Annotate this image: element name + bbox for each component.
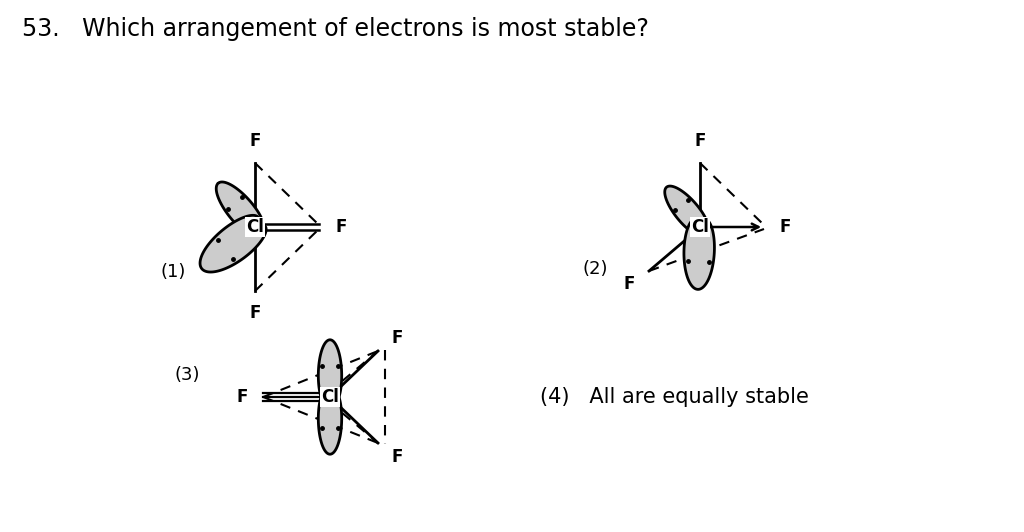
Text: Cl: Cl: [322, 388, 339, 406]
Text: F: F: [624, 275, 635, 293]
Polygon shape: [684, 219, 715, 289]
Text: F: F: [779, 218, 791, 236]
Text: (2): (2): [582, 260, 607, 278]
Text: (3): (3): [175, 366, 201, 384]
Polygon shape: [216, 182, 264, 236]
Text: F: F: [391, 448, 402, 466]
Text: (1): (1): [160, 263, 185, 281]
Text: (4)   All are equally stable: (4) All are equally stable: [540, 387, 809, 407]
Text: Cl: Cl: [691, 218, 709, 236]
Text: F: F: [237, 388, 248, 406]
Text: F: F: [391, 329, 402, 347]
Text: 53.   Which arrangement of electrons is most stable?: 53. Which arrangement of electrons is mo…: [22, 17, 649, 41]
Polygon shape: [200, 215, 266, 272]
Polygon shape: [665, 186, 709, 235]
Text: F: F: [249, 304, 261, 322]
Text: F: F: [335, 218, 347, 236]
Text: F: F: [249, 132, 261, 150]
Text: F: F: [694, 132, 706, 150]
Polygon shape: [318, 390, 342, 454]
Polygon shape: [318, 340, 342, 404]
Text: Cl: Cl: [246, 218, 264, 236]
